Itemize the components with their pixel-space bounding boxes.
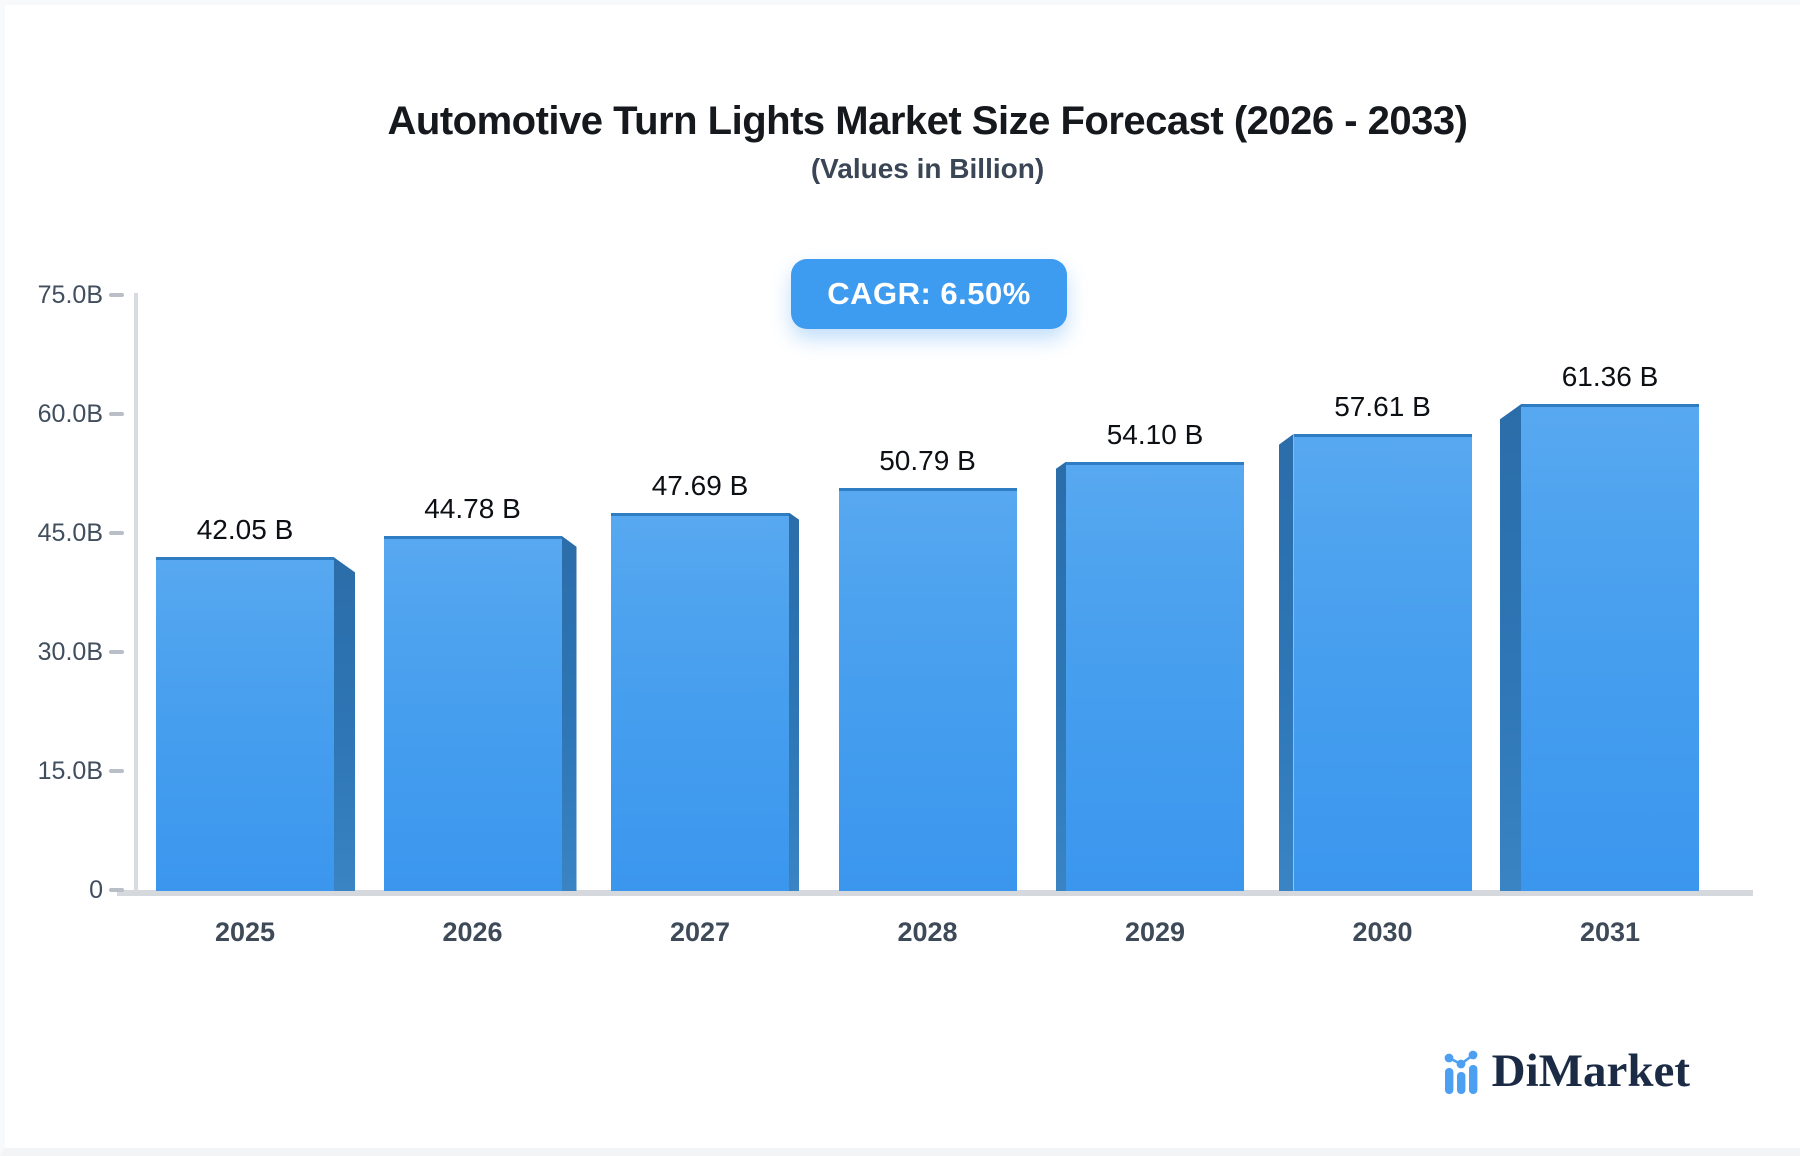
x-tick-label: 2026: [442, 917, 503, 947]
cagr-badge: CAGR: 6.50%: [791, 259, 1067, 329]
bar-value-label: 61.36 B: [1561, 361, 1659, 393]
bar-2030: [1293, 433, 1472, 891]
y-tick-mark: [109, 650, 124, 654]
bar-2028: [838, 488, 1017, 891]
bar-line-chart-icon: [1442, 1048, 1480, 1094]
bar-3d-side: [1500, 404, 1521, 891]
x-tick-label: 2028: [897, 917, 958, 947]
y-tick-mark: [109, 531, 124, 535]
x-tick-label: 2031: [1579, 917, 1641, 947]
dimarket-logo: DiMarket: [1442, 1045, 1690, 1097]
y-tick-label: 30.0B: [37, 638, 103, 666]
bar-2025: [156, 557, 334, 891]
y-tick-mark: [109, 888, 124, 892]
bar-2029: [1066, 461, 1244, 891]
bar-value-label: 54.10 B: [1106, 418, 1204, 450]
cagr-badge-label: CAGR: 6.50%: [827, 276, 1031, 311]
y-tick-label: 0: [89, 876, 103, 904]
bar-3d-side: [789, 512, 799, 891]
x-axis-baseline: [117, 890, 1753, 896]
bar-value-label: 42.05 B: [196, 514, 294, 546]
bar-value-label: 44.78 B: [424, 492, 521, 524]
chart-title: Automotive Turn Lights Market Size Forec…: [387, 99, 1468, 143]
logo-text: DiMarket: [1491, 1045, 1690, 1097]
y-tick-mark: [109, 412, 124, 416]
bar-value-label: 47.69 B: [651, 469, 749, 501]
bar-3d-side: [1056, 461, 1066, 891]
bar-2026: [383, 535, 562, 891]
bar-3d-side: [561, 535, 577, 891]
y-tick-mark: [109, 769, 124, 773]
x-tick-label: 2027: [669, 917, 731, 947]
y-tick-label: 15.0B: [37, 757, 103, 785]
y-tick-label: 60.0B: [37, 400, 103, 428]
x-tick-label: 2030: [1352, 917, 1413, 947]
x-tick-label: 2029: [1124, 917, 1186, 947]
y-tick-mark: [109, 293, 124, 297]
y-tick-label: 45.0B: [37, 519, 103, 547]
x-tick-label: 2025: [214, 917, 276, 947]
bar-2027: [611, 512, 789, 891]
bar-3d-side: [1278, 433, 1294, 891]
chart-subtitle: (Values in Billion): [810, 153, 1045, 184]
bar-3d-side: [334, 557, 355, 891]
y-tick-label: 75.0B: [37, 281, 103, 309]
plot-area: 75.0B 60.0B 45.0B 30.0B 15.0B 0 42.05 B 2025 44.…: [5, 5, 1800, 1148]
bar-2031: [1521, 404, 1699, 891]
bar-value-label: 50.79 B: [879, 445, 976, 477]
bar-value-label: 57.61 B: [1334, 390, 1431, 422]
y-axis-line: [134, 293, 138, 893]
